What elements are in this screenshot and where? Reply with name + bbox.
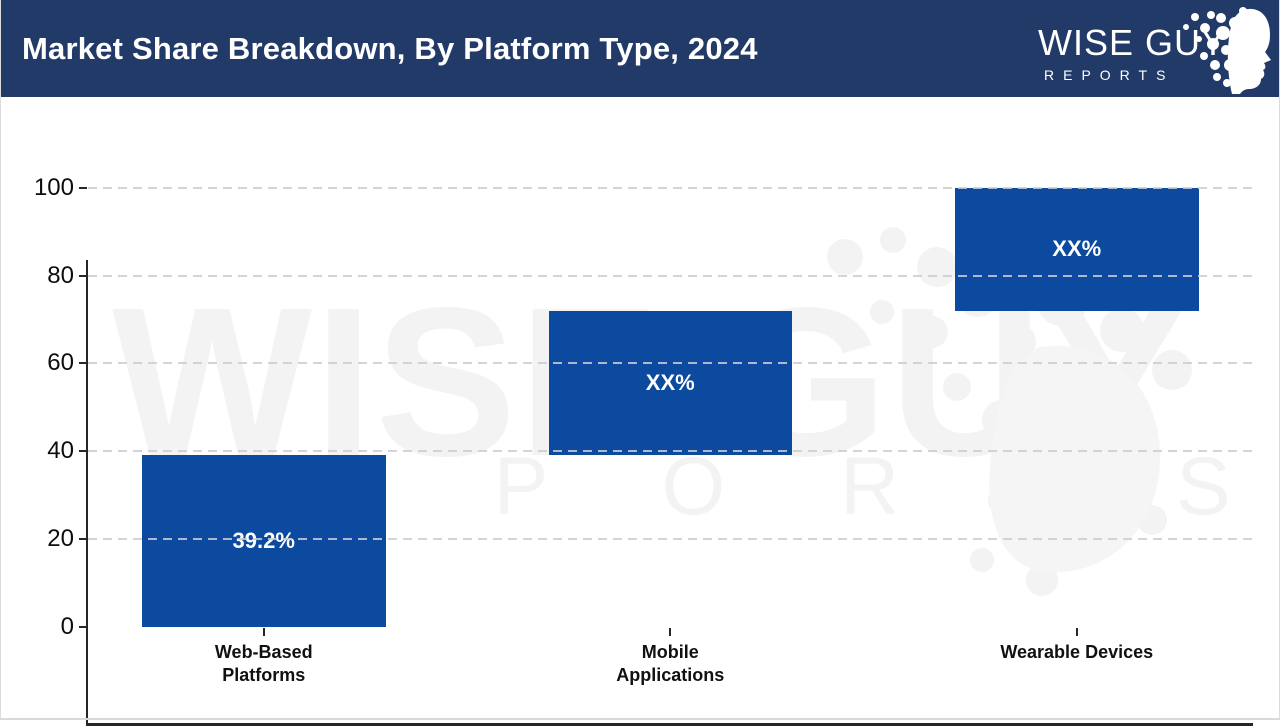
x-category-label-2: Mobile Applications	[550, 641, 790, 687]
bar-2: XX%	[548, 310, 792, 455]
gridline-100	[88, 186, 1253, 189]
x-category-label-1: Web-Based Platforms	[144, 641, 384, 687]
x-category-line: Mobile	[641, 642, 699, 662]
y-tick-label-40: 40	[47, 437, 74, 465]
bar-value-label-3: XX%	[1052, 236, 1102, 262]
x-category-line: Platforms	[222, 665, 306, 685]
x-category-line: Applications	[616, 665, 725, 685]
x-tick-3	[1075, 628, 1078, 636]
bar-value-label-2: XX%	[645, 369, 695, 395]
y-tick-label-100: 100	[33, 173, 74, 201]
wiseguy-logo: WISE GUY REPORTS	[1038, 6, 1271, 94]
y-tick-40	[79, 450, 87, 453]
x-category-line: Web-Based	[214, 642, 313, 662]
y-tick-label-20: 20	[47, 525, 74, 553]
logo-face-icon	[1183, 6, 1271, 94]
y-tick-80	[79, 274, 87, 277]
header-bar: Market Share Breakdown, By Platform Type…	[0, 0, 1280, 97]
logo-text-reports: REPORTS	[1044, 67, 1174, 83]
x-tick-2	[669, 628, 672, 636]
y-tick-20	[79, 538, 87, 541]
gridline-20	[88, 538, 1253, 541]
x-tick-1	[262, 628, 265, 636]
x-category-label-3: Wearable Devices	[957, 641, 1197, 664]
y-axis-line	[86, 260, 88, 725]
gridline-60	[88, 362, 1253, 365]
chart-area: WISE GUY R E P O R T S 0 20 40 60 80 100 39.2%…	[0, 97, 1280, 726]
logo-text-wiseguy: WISE GUY	[1038, 22, 1226, 63]
y-tick-label-0: 0	[60, 613, 74, 640]
chart-title: Market Share Breakdown, By Platform Type…	[22, 30, 758, 66]
y-tick-label-80: 80	[47, 261, 74, 289]
x-category-line: Wearable Devices	[1000, 642, 1154, 662]
y-tick-100	[79, 186, 87, 189]
y-tick-0	[79, 626, 87, 628]
bar-3: XX%	[955, 187, 1199, 311]
bar-1: 39.2%	[142, 454, 386, 627]
gridline-80	[88, 274, 1253, 277]
y-tick-60	[79, 362, 87, 365]
y-tick-label-60: 60	[47, 349, 74, 377]
bar-value-label-1: 39.2%	[232, 527, 295, 553]
gridline-40	[88, 450, 1253, 453]
